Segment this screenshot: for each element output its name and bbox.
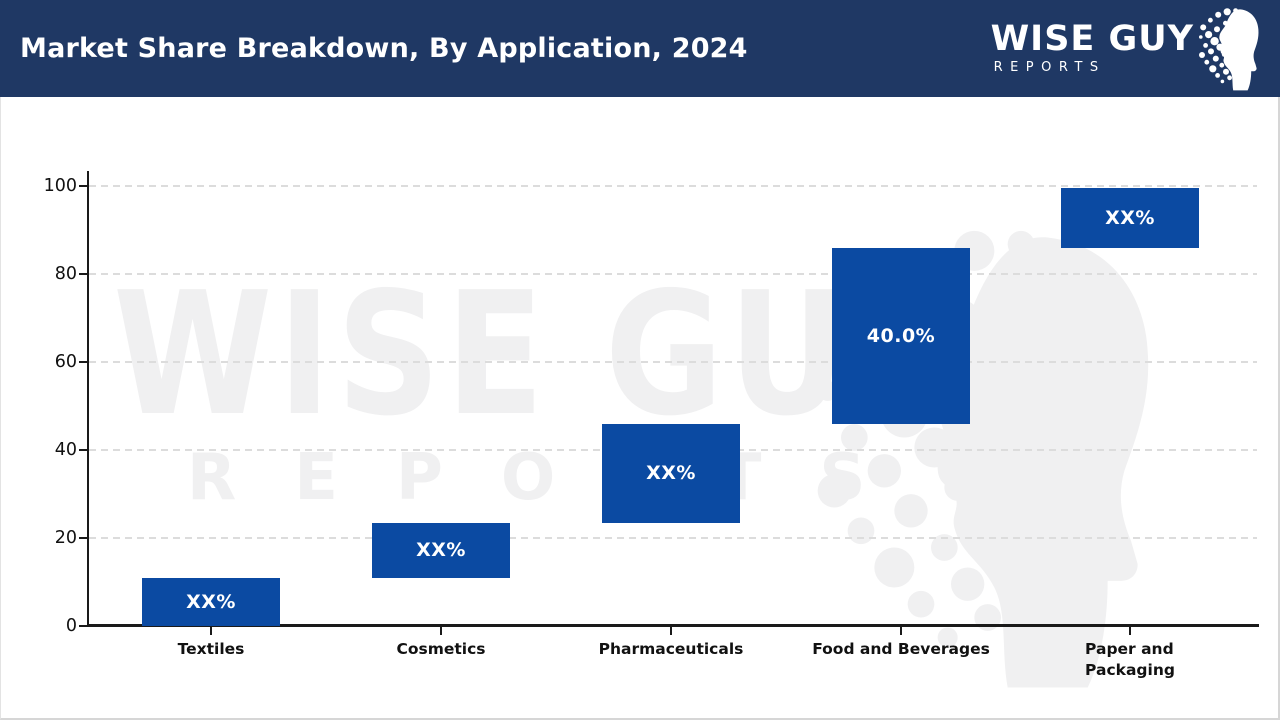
x-tick-mark bbox=[1129, 627, 1131, 635]
y-tick-mark bbox=[79, 449, 87, 451]
y-tick-label: 20 bbox=[54, 528, 77, 548]
y-tick-mark bbox=[79, 273, 87, 275]
x-tick-mark bbox=[900, 627, 902, 635]
x-category-label-text: Textiles bbox=[177, 640, 245, 658]
y-tick-mark bbox=[79, 537, 87, 539]
x-category-label-text: Food and Beverages bbox=[812, 640, 990, 658]
logo-wordmark: WISE GUY bbox=[990, 19, 1194, 59]
x-category-label: Food and Beverages bbox=[786, 639, 1016, 660]
plot-area: 0 20 40 60 80 100 XX% Textiles XX% Cosmetics XX% Ph… bbox=[1, 97, 1278, 718]
x-tick-mark bbox=[670, 627, 672, 635]
y-tick-mark bbox=[79, 361, 87, 363]
bar-value-label: XX% bbox=[416, 539, 466, 562]
logo-text: WISE GUY REPORTS bbox=[990, 19, 1194, 76]
gridline-60 bbox=[89, 361, 1257, 363]
gridline-80 bbox=[89, 273, 1257, 275]
wise-guy-face-icon bbox=[1196, 7, 1268, 91]
x-tick-mark bbox=[440, 627, 442, 635]
y-tick-mark bbox=[79, 185, 87, 187]
x-axis-line bbox=[87, 624, 1259, 627]
y-tick-label: 60 bbox=[54, 352, 77, 372]
gridline-20 bbox=[89, 537, 1257, 539]
header: Market Share Breakdown, By Application, … bbox=[0, 0, 1280, 97]
bar-food-and-beverages: 40.0% bbox=[832, 247, 970, 424]
x-category-label: Cosmetics bbox=[326, 639, 556, 660]
x-category-label-text: Paper and Packaging bbox=[1085, 640, 1175, 679]
bar-value-label: XX% bbox=[646, 462, 696, 485]
bar-pharmaceuticals: XX% bbox=[602, 423, 740, 523]
y-tick-label: 80 bbox=[54, 264, 77, 284]
bar-paper-and-packaging: XX% bbox=[1061, 188, 1199, 248]
x-category-label: Textiles bbox=[96, 639, 326, 660]
x-category-label: Pharmaceuticals bbox=[556, 639, 786, 660]
x-tick-mark bbox=[210, 627, 212, 635]
x-category-label-text: Pharmaceuticals bbox=[598, 640, 744, 658]
wise-guy-logo: WISE GUY REPORTS bbox=[991, 7, 1268, 91]
bar-cosmetics: XX% bbox=[372, 522, 510, 578]
y-axis-line bbox=[87, 171, 89, 627]
page-title: Market Share Breakdown, By Application, … bbox=[20, 33, 748, 64]
y-tick-mark bbox=[79, 625, 87, 627]
market-share-chart: WISE GUY REPORTS 0 20 40 60 80 100 XX% Textiles… bbox=[0, 97, 1280, 720]
y-tick-label: 0 bbox=[65, 616, 77, 636]
x-category-label: Paper and Packaging bbox=[1015, 639, 1245, 681]
y-tick-label: 100 bbox=[43, 176, 77, 196]
bar-value-label: 40.0% bbox=[866, 324, 936, 347]
x-category-label-text: Cosmetics bbox=[396, 640, 486, 658]
bar-textiles: XX% bbox=[142, 577, 280, 626]
logo-subtitle: REPORTS bbox=[993, 60, 1106, 75]
bar-value-label: XX% bbox=[186, 590, 236, 613]
bar-value-label: XX% bbox=[1105, 206, 1155, 229]
y-tick-label: 40 bbox=[54, 440, 77, 460]
gridline-100 bbox=[89, 185, 1257, 187]
